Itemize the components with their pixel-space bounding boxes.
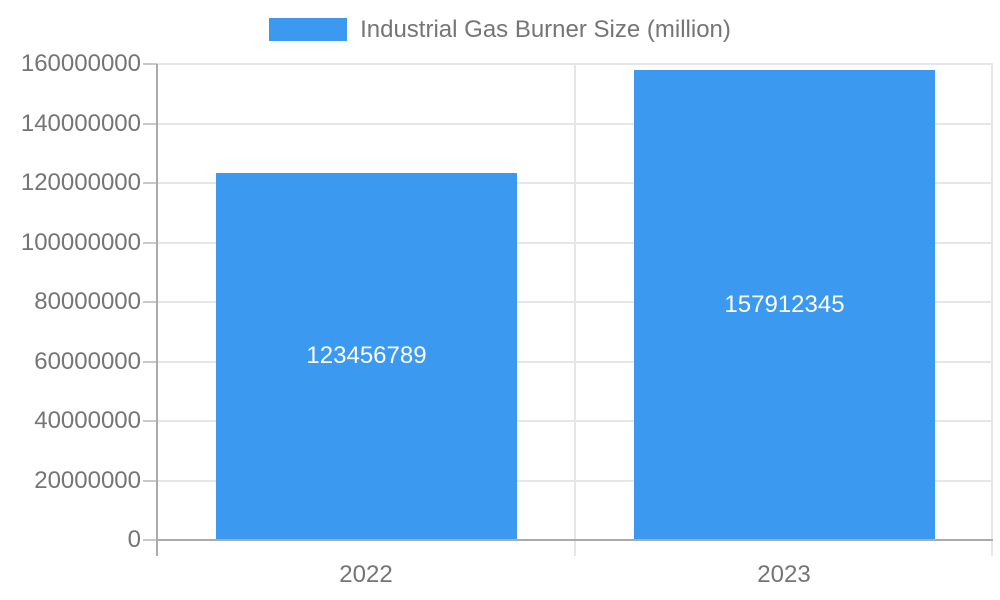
y-axis-label: 60000000 (34, 347, 141, 375)
y-axis-tick (143, 420, 157, 422)
y-axis-label: 120000000 (20, 169, 141, 196)
y-axis-label: 140000000 (20, 109, 141, 137)
y-axis-tick (143, 301, 157, 303)
bar[interactable] (634, 70, 935, 540)
x-axis-line (156, 539, 993, 541)
y-axis-label: 0 (127, 526, 141, 553)
y-axis-label: 80000000 (34, 288, 141, 315)
category-divider (574, 64, 576, 556)
y-axis-tick (143, 63, 157, 65)
y-axis-label: 40000000 (34, 407, 141, 434)
bar[interactable] (216, 173, 517, 540)
y-axis-label: 20000000 (34, 466, 141, 494)
x-axis-label: 2022 (339, 561, 393, 588)
y-axis-label: 160000000 (20, 50, 141, 77)
y-axis-tick (143, 122, 157, 125)
legend-label: Industrial Gas Burner Size (million) (360, 16, 731, 43)
y-axis-line (156, 64, 158, 556)
x-axis-label: 2023 (757, 561, 811, 588)
y-axis-tick (143, 241, 157, 244)
legend: Industrial Gas Burner Size (million) (0, 17, 1000, 42)
bar-value-label: 157912345 (724, 291, 845, 318)
y-axis-tick (143, 360, 157, 363)
bar-value-label: 123456789 (306, 342, 427, 369)
y-axis-tick (143, 539, 157, 541)
plot-right-border (991, 64, 993, 556)
legend-swatch (269, 18, 348, 41)
y-axis-tick (143, 182, 157, 184)
y-axis-label: 100000000 (20, 228, 141, 256)
y-axis-tick (143, 479, 157, 482)
